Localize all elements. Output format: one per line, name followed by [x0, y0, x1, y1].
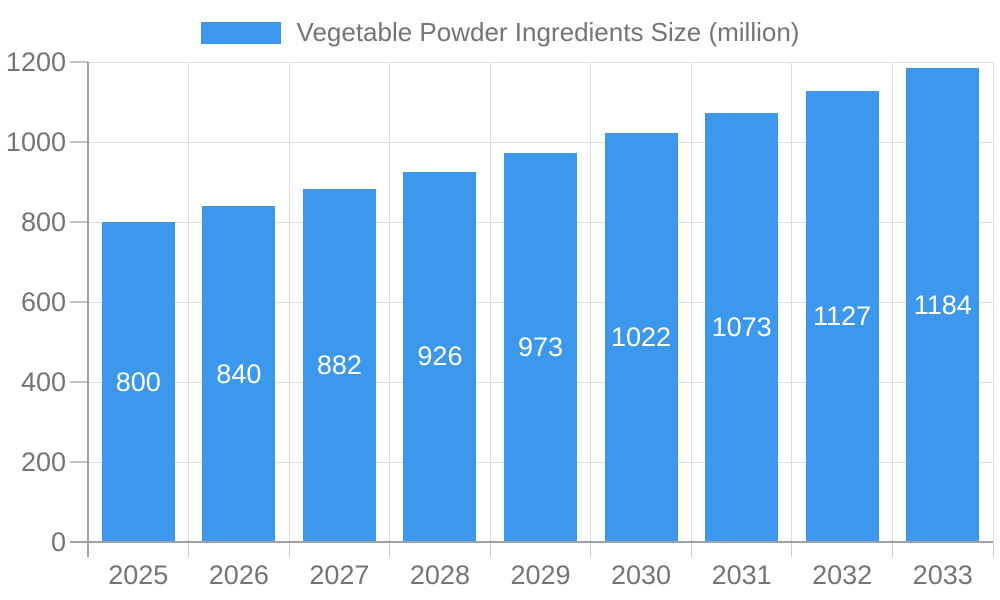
- gridline-v: [188, 62, 190, 542]
- y-axis-label: 800: [20, 207, 66, 237]
- x-axis-label: 2028: [409, 560, 470, 590]
- bar[interactable]: 1127: [805, 91, 879, 542]
- gridline-v: [489, 62, 491, 542]
- bar[interactable]: 926: [403, 171, 477, 542]
- legend[interactable]: Vegetable Powder Ingredients Size (milli…: [0, 17, 1000, 48]
- y-axis-label: 600: [20, 287, 66, 317]
- gridline-v: [288, 62, 290, 542]
- gridline-v: [690, 62, 692, 542]
- x-axis-label: 2032: [812, 560, 873, 590]
- x-axis-label: 2031: [711, 560, 772, 590]
- gridline-v: [590, 62, 592, 542]
- y-tick: [70, 61, 88, 63]
- x-tick: [791, 542, 793, 557]
- y-axis-label: 200: [20, 447, 66, 477]
- x-tick: [389, 542, 391, 557]
- bar[interactable]: 1022: [604, 133, 678, 542]
- bar[interactable]: 840: [202, 206, 276, 542]
- x-axis-label: 2026: [208, 560, 269, 590]
- y-tick: [70, 381, 88, 383]
- bar[interactable]: 1184: [906, 68, 980, 542]
- legend-label: Vegetable Powder Ingredients Size (milli…: [296, 17, 800, 47]
- bar-value-label: 973: [517, 331, 564, 362]
- gridline-h: [88, 141, 993, 143]
- bar-value-label: 926: [417, 341, 463, 372]
- x-tick: [188, 542, 190, 557]
- y-tick: [70, 221, 88, 223]
- bar-value-label: 1073: [711, 311, 772, 342]
- y-tick: [70, 461, 88, 463]
- x-tick: [489, 542, 491, 557]
- bar-value-label: 1184: [913, 289, 972, 320]
- x-axis-label: 2033: [912, 560, 973, 590]
- x-tick: [590, 542, 592, 557]
- legend-swatch: [200, 21, 281, 44]
- y-axis-line: [87, 62, 89, 557]
- x-tick: [690, 542, 692, 557]
- bar-value-label: 800: [115, 366, 161, 397]
- bar[interactable]: 882: [302, 189, 376, 542]
- x-axis-label: 2029: [510, 560, 571, 590]
- y-tick: [70, 141, 88, 143]
- bar-value-label: 1022: [611, 322, 672, 353]
- gridline-v: [891, 62, 893, 542]
- bar[interactable]: 1073: [705, 112, 779, 542]
- x-axis-label: 2030: [611, 560, 672, 590]
- y-axis-label: 1000: [5, 127, 66, 157]
- gridline-v: [992, 62, 994, 542]
- bar-value-label: 1127: [813, 301, 872, 332]
- x-tick: [288, 542, 290, 557]
- x-tick: [891, 542, 893, 557]
- bar[interactable]: 973: [504, 152, 577, 542]
- x-axis-label: 2025: [108, 560, 169, 590]
- bar[interactable]: 800: [101, 222, 175, 542]
- gridline-v: [791, 62, 793, 542]
- bar-value-label: 882: [316, 350, 362, 381]
- gridline-h: [88, 61, 993, 63]
- bar-value-label: 840: [216, 358, 262, 389]
- y-axis-label: 0: [50, 527, 66, 557]
- x-axis-label: 2027: [309, 560, 370, 590]
- y-tick: [70, 301, 88, 303]
- x-tick: [992, 542, 994, 557]
- gridline-v: [389, 62, 391, 542]
- y-axis-label: 1200: [5, 47, 66, 77]
- x-axis-line: [70, 541, 993, 543]
- y-axis-label: 400: [20, 367, 66, 397]
